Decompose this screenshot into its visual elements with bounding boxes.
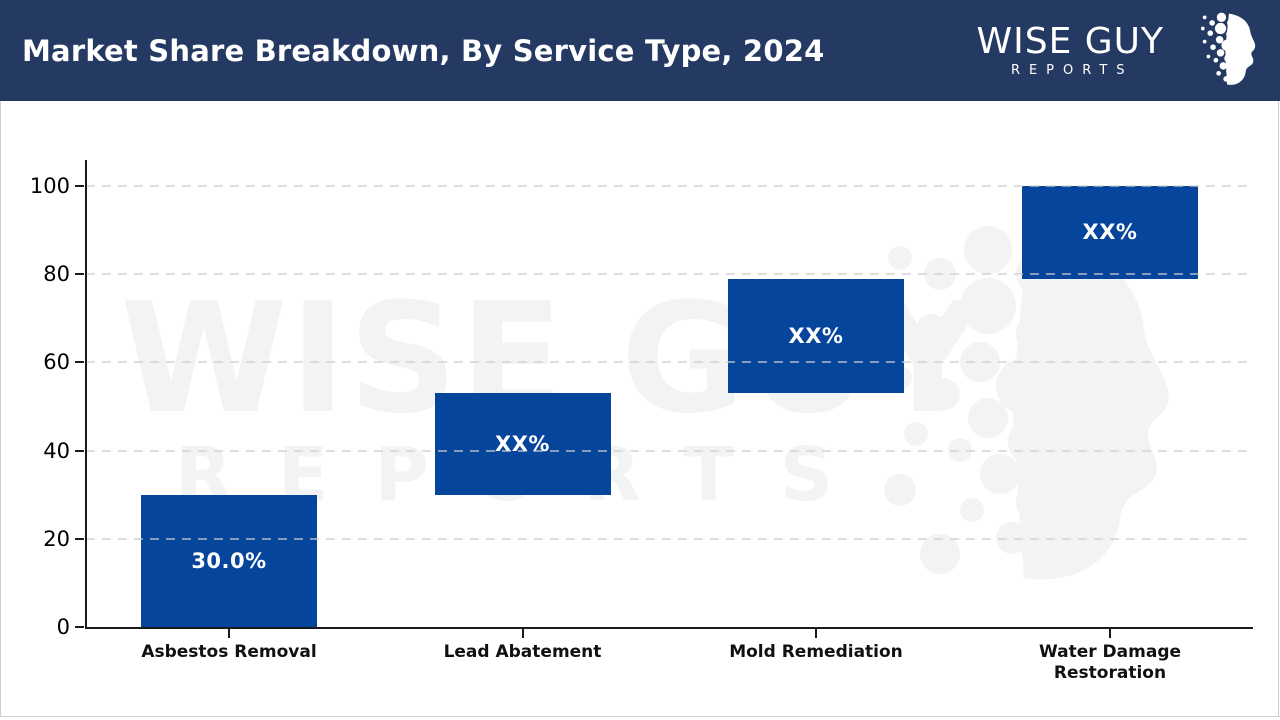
- y-axis-tick: [75, 626, 84, 628]
- page-left-border: [0, 101, 1, 717]
- x-axis-category-label: Asbestos Removal: [141, 642, 317, 662]
- header-band: Market Share Breakdown, By Service Type,…: [0, 0, 1280, 101]
- bar-mold-remediation: XX%: [728, 278, 904, 394]
- bar-value-label: 30.0%: [191, 548, 267, 573]
- wiseguy-head-icon: [1200, 12, 1256, 85]
- gridline-y20: [86, 537, 1253, 540]
- x-axis-tick: [1109, 629, 1111, 638]
- page-right-border: [1278, 101, 1279, 717]
- y-axis-tick: [75, 537, 84, 540]
- x-axis-category-label: Lead Abatement: [443, 642, 602, 662]
- logo-subtitle: REPORTS: [1010, 62, 1134, 78]
- wiseguy-logo: WISE GUY REPORTS: [977, 8, 1263, 92]
- gridline-y80: [86, 273, 1253, 276]
- y-axis-tick-label: 80: [43, 262, 70, 287]
- y-axis-tick-label: 20: [43, 526, 70, 551]
- bar-value-label: XX%: [1082, 220, 1138, 245]
- logo-wordmark: WISE GUY: [976, 20, 1164, 62]
- y-axis-tick: [75, 185, 84, 187]
- y-axis-tick-label: 60: [43, 350, 70, 375]
- y-axis-tick: [75, 273, 84, 276]
- bar-value-label: XX%: [788, 323, 844, 348]
- gridline-y40: [86, 449, 1253, 452]
- page-title: Market Share Breakdown, By Service Type,…: [22, 33, 825, 68]
- y-axis-tick: [75, 361, 84, 364]
- bar-water-damage-restoration: XX%: [1022, 186, 1198, 279]
- y-axis-line: [85, 160, 87, 629]
- gridline-y60: [86, 361, 1253, 364]
- bar-lead-abatement: XX%: [434, 393, 611, 495]
- bar-asbestos-removal: 30.0%: [141, 494, 317, 627]
- gridline-y100: [86, 185, 1253, 187]
- x-axis-category-label: Mold Remediation: [729, 642, 903, 662]
- page-bottom-border: [0, 716, 1280, 717]
- x-axis-tick: [228, 629, 230, 638]
- y-axis-tick-label: 40: [43, 438, 70, 463]
- x-axis-tick: [521, 629, 524, 638]
- x-axis-line: [85, 627, 1253, 629]
- y-axis-tick: [75, 449, 84, 452]
- bar-value-label: XX%: [495, 431, 550, 456]
- y-axis-tick-label: 100: [29, 174, 70, 198]
- x-axis-category-label: Water Damage Restoration: [1038, 642, 1182, 683]
- wiseguy-logo-text: WISE GUY REPORTS: [976, 20, 1165, 78]
- y-axis-tick-label: 0: [56, 615, 70, 639]
- x-axis-tick: [815, 629, 817, 638]
